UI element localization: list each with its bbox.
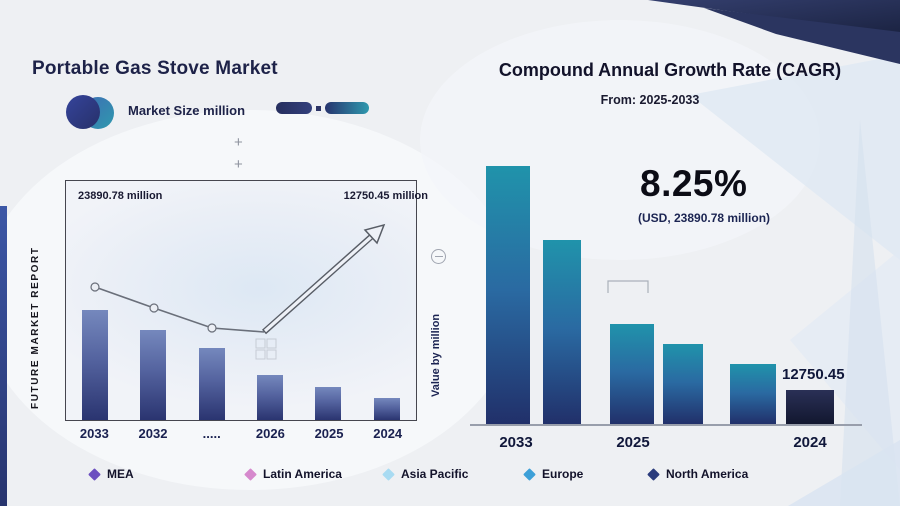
left-bar-slot	[299, 387, 357, 420]
cagr-bar-2025-primary	[610, 324, 654, 424]
market-size-chart: 23890.78 million 12750.45 million	[65, 180, 428, 421]
minus-circle-icon	[431, 249, 446, 264]
left-chart-bars	[66, 181, 416, 420]
page-title: Portable Gas Stove Market	[32, 58, 278, 79]
legend-label: Asia Pacific	[401, 467, 469, 481]
cagr-subtitle: From: 2025-2033	[600, 93, 700, 107]
legend-item-asia-pacific: Asia Pacific	[382, 464, 469, 484]
diamond-icon	[382, 467, 395, 481]
left-axis-label-2025: 2025	[314, 426, 344, 441]
legend-label: Europe	[542, 467, 584, 481]
arrow-shaft-fill	[263, 235, 373, 333]
market-size-bar-2032	[140, 330, 167, 420]
cagr-percentage: 8.25%	[640, 163, 748, 204]
right-axis-label-2025: 2025	[616, 434, 650, 451]
plus-decoration: +	[234, 156, 243, 173]
right-axis-label-2024: 2024	[793, 434, 827, 451]
diamond-icon	[523, 467, 536, 481]
left-axis-label-2026: 2026	[255, 426, 285, 441]
cagr-bar-2024-secondary	[786, 390, 834, 424]
cagr-bar-2033-primary	[486, 166, 530, 424]
left-bar-slot	[183, 348, 241, 420]
pill-decoration-teal	[325, 102, 369, 114]
max-value-annotation: 23890.78 million	[78, 190, 163, 202]
diamond-icon	[647, 467, 660, 481]
legend-item-mea: MEA	[88, 464, 134, 484]
legend-label: North America	[666, 467, 749, 481]
region-legend: MEA Latin America Asia Pacific Europe North …	[0, 464, 900, 486]
cagr-usd-note: (USD, 23890.78 million)	[638, 211, 771, 225]
diamond-icon	[244, 467, 257, 481]
market-size-bar-2033	[82, 310, 109, 420]
cagr-bar-2033-secondary	[543, 240, 581, 424]
market-size-legend-label: Market Size million	[128, 103, 246, 118]
grid-squares-icon	[255, 338, 277, 360]
cagr-title: Compound Annual Growth Rate (CAGR)	[498, 60, 842, 80]
plus-decoration: +	[234, 134, 243, 151]
legend-item-north-america: North America	[647, 464, 749, 484]
value-label-2024: 12750.45	[782, 366, 845, 383]
left-bar-slot	[66, 310, 124, 420]
legend-label: MEA	[107, 467, 134, 481]
y-axis-label: Value by million	[430, 313, 442, 398]
trend-marker	[149, 303, 159, 313]
pill-decoration-navy	[276, 102, 312, 114]
left-bar-slot	[124, 330, 182, 420]
left-bar-slot	[358, 398, 416, 420]
left-chart-x-axis: 2033 2032..... 2026 2025 2024	[65, 426, 417, 441]
legend-item-europe: Europe	[523, 464, 584, 484]
left-bar-slot	[241, 375, 299, 420]
diamond-icon	[88, 467, 101, 481]
arrow-head-icon	[363, 223, 386, 245]
cagr-chart: 12750.45 2033 2025 2024	[470, 160, 862, 451]
left-axis-label-2032: 2032	[138, 426, 168, 441]
left-axis-label-2033: 2033	[79, 426, 109, 441]
legend-item-latin-america: Latin America	[244, 464, 342, 484]
market-size-bar-2024	[373, 398, 400, 420]
cagr-bar-2025-secondary	[663, 344, 703, 424]
min-value-annotation: 12750.45 million	[343, 190, 428, 202]
left-axis-label-2024: 2024	[373, 426, 403, 441]
left-axis-label-.....: .....	[202, 426, 221, 441]
trend-line-and-arrow	[90, 223, 386, 360]
market-size-bar-2025	[315, 387, 342, 420]
sphere-icon	[66, 95, 100, 129]
legend-label: Latin America	[263, 467, 342, 481]
trend-marker	[90, 282, 100, 292]
market-size-bar-.....	[198, 348, 225, 420]
pill-separator-dot	[316, 106, 321, 111]
market-size-bar-2026	[257, 375, 284, 420]
future-market-report-label: FUTURE MARKET REPORT	[30, 246, 41, 409]
right-axis-label-2033: 2033	[499, 434, 533, 451]
trend-line	[94, 286, 265, 333]
trend-marker	[207, 323, 217, 333]
cagr-bar-2024-primary	[730, 364, 776, 424]
